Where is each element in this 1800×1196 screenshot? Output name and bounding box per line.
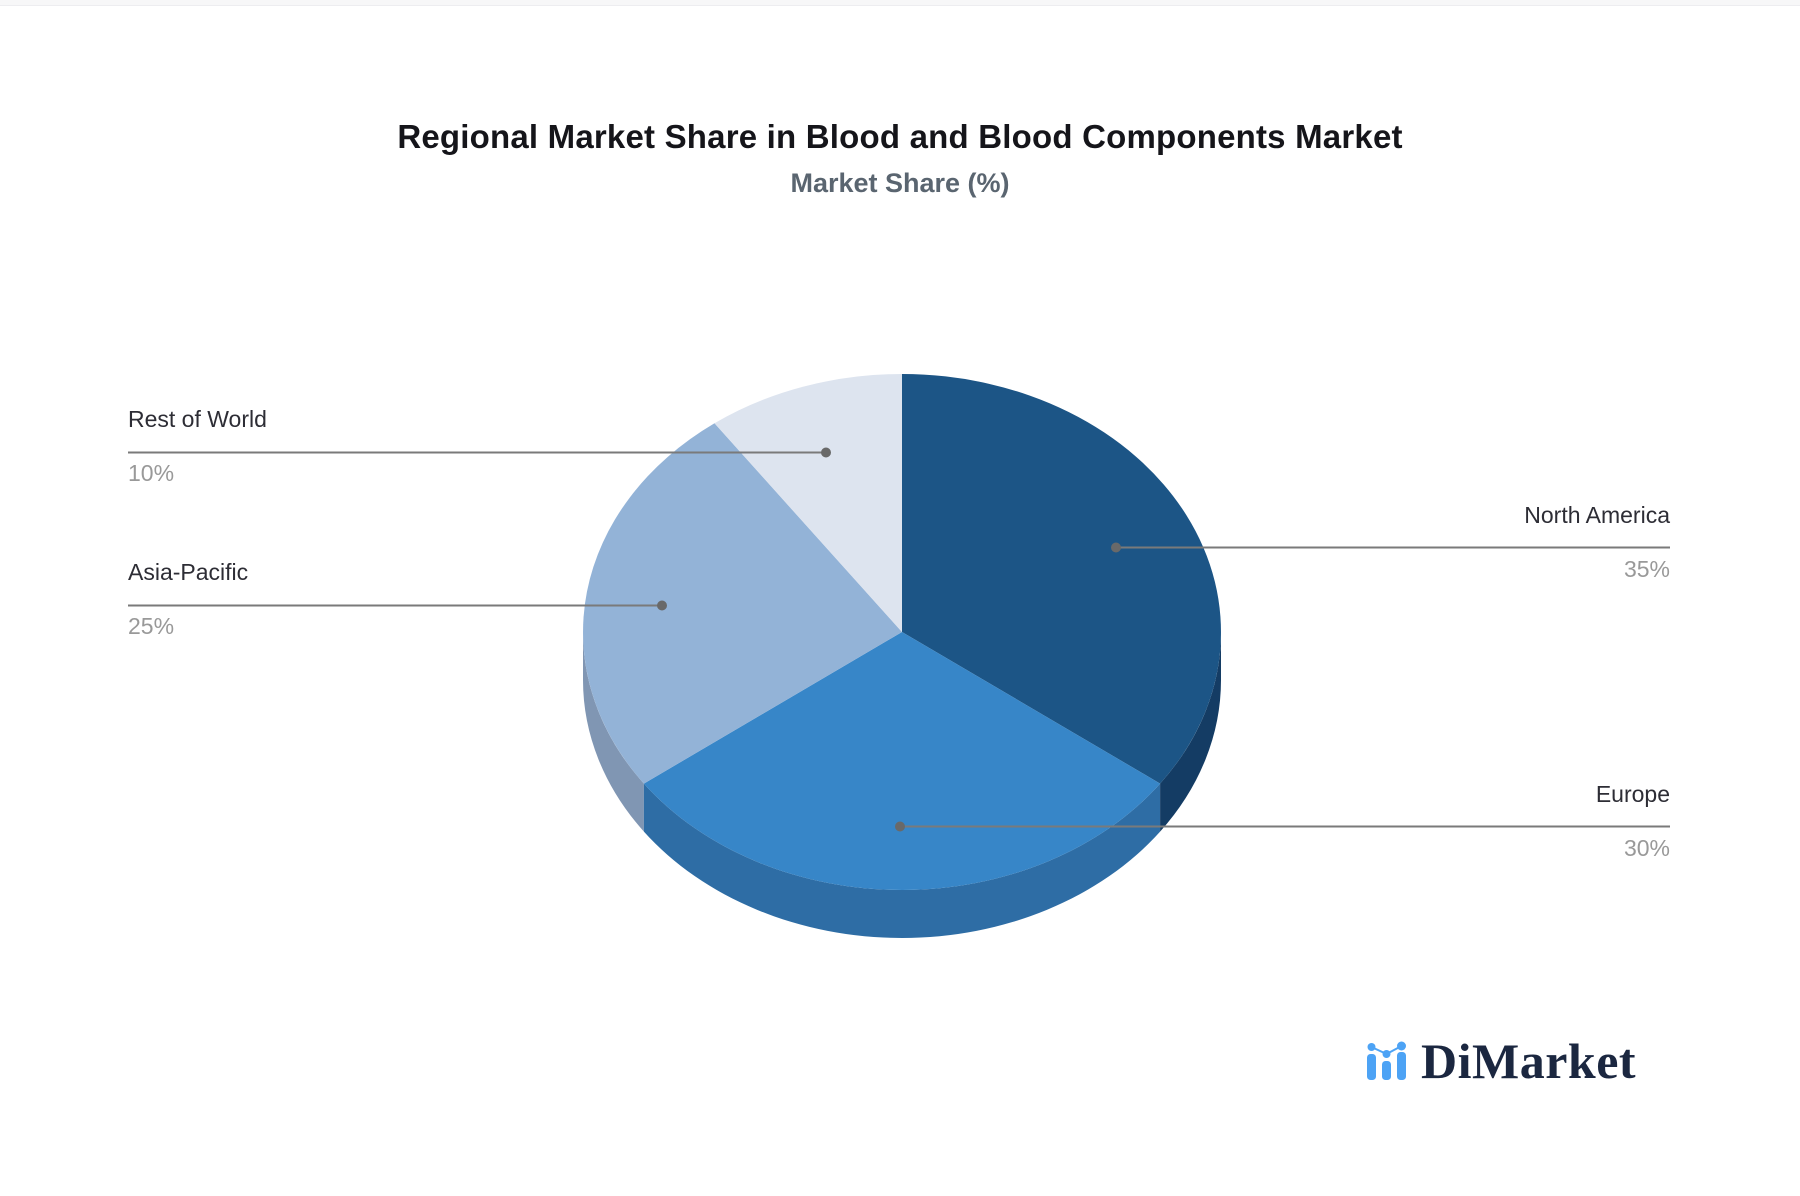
label-north-america: North America xyxy=(1524,502,1670,528)
pie-slice-north-america[interactable] xyxy=(902,374,1221,784)
callout-lines xyxy=(128,451,1670,828)
brand-logo: DiMarket xyxy=(1366,1036,1636,1086)
value-europe: 30% xyxy=(1623,835,1670,861)
callout-dots xyxy=(657,447,1121,832)
pie-side-europe xyxy=(643,783,1161,938)
leader-dot-north-america xyxy=(1111,542,1121,553)
leader-dot-europe xyxy=(895,821,905,832)
value-asia-pacific: 25% xyxy=(128,613,175,639)
chart-subtitle: Market Share (%) xyxy=(790,168,1010,198)
chart-title: Regional Market Share in Blood and Blood… xyxy=(397,118,1403,155)
pie-slice-asia-pacific[interactable] xyxy=(583,423,902,784)
value-north-america: 35% xyxy=(1623,556,1670,582)
leader-dot-rest-of-world xyxy=(821,447,831,458)
pie-side-north-america xyxy=(1160,632,1221,832)
bar-line-chart-icon xyxy=(1367,1041,1406,1080)
pie-slice-rest-of-world[interactable] xyxy=(714,374,903,632)
pie-slice-europe[interactable] xyxy=(643,632,1161,890)
value-rest-of-world: 10% xyxy=(128,460,175,486)
brand-name: DiMarket xyxy=(1421,1033,1637,1089)
label-asia-pacific: Asia-Pacific xyxy=(128,559,249,585)
label-rest-of-world: Rest of World xyxy=(128,406,267,432)
label-europe: Europe xyxy=(1595,781,1670,807)
top-strip xyxy=(0,0,1800,6)
pie-side-asia-pacific xyxy=(583,632,644,832)
leader-dot-asia-pacific xyxy=(657,600,667,611)
